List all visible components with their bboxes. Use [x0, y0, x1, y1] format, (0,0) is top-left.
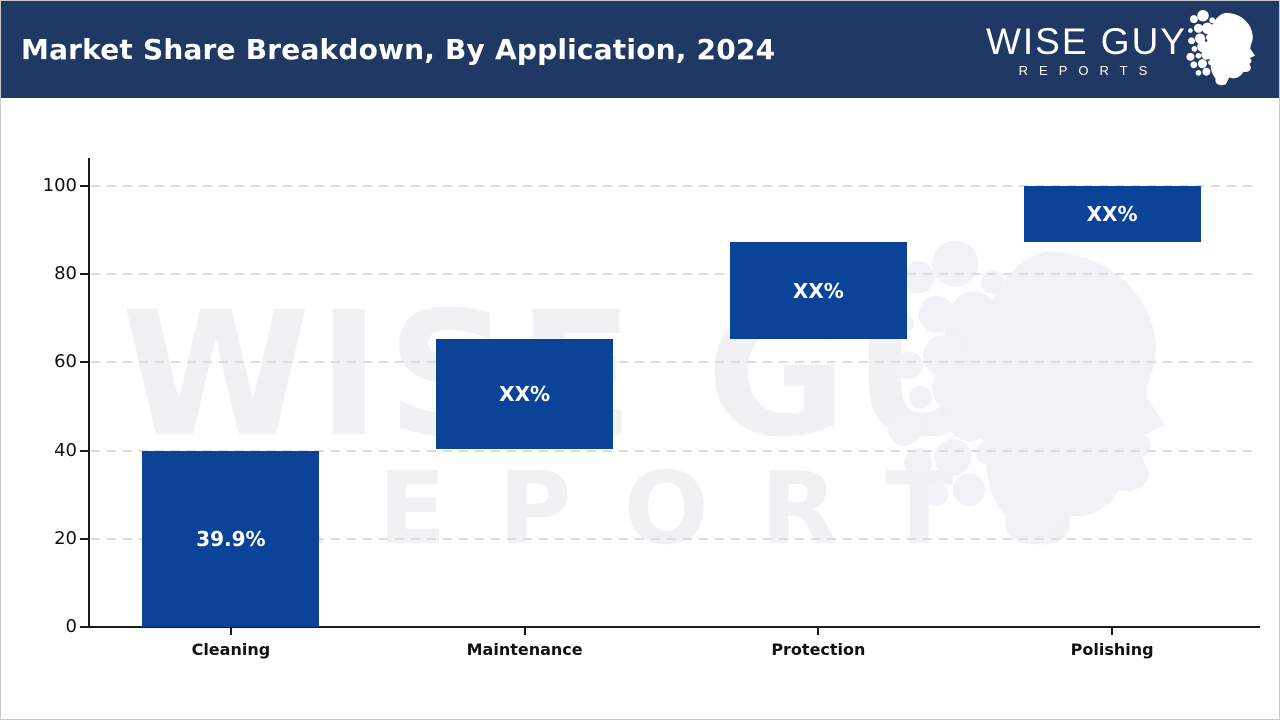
x-tick-mark-maintenance: [523, 628, 526, 635]
y-tick-label-20: 20: [54, 527, 77, 549]
bar-value-label-maintenance: XX%: [499, 382, 551, 407]
x-tick-label-cleaning: Cleaning: [191, 640, 271, 659]
y-tick-mark-0: [80, 626, 88, 628]
y-tick-label-0: 0: [65, 616, 77, 637]
wiseguy-logo-sub: REPORTS: [1018, 62, 1159, 78]
bar-value-label-cleaning: 39.9%: [196, 527, 266, 551]
y-axis-line: [88, 158, 90, 628]
gridline-20: [91, 537, 1259, 540]
bar-protection: XX%: [729, 242, 907, 340]
y-tick-mark-60: [80, 361, 88, 364]
header-bar: Market Share Breakdown, By Application, …: [1, 1, 1279, 98]
bar-polishing: XX%: [1023, 186, 1201, 242]
bar-cleaning: 39.9%: [142, 451, 320, 627]
wiseguy-head-icon: [1186, 10, 1255, 86]
watermark-head-icon: [888, 240, 1166, 544]
y-tick-label-40: 40: [54, 439, 77, 461]
gridline-80: [91, 273, 1259, 276]
chart-title: Market Share Breakdown, By Application, …: [21, 33, 776, 66]
x-tick-label-protection: Protection: [771, 640, 866, 659]
y-tick-mark-20: [80, 537, 88, 540]
wiseguy-logo-text: WISE GUY REPORTS: [986, 23, 1187, 78]
x-tick-mark-cleaning: [229, 628, 232, 635]
y-tick-mark-100: [80, 185, 88, 187]
x-tick-label-maintenance: Maintenance: [466, 640, 583, 659]
y-tick-mark-80: [80, 273, 88, 276]
gridline-100: [91, 185, 1259, 187]
x-tick-mark-polishing: [1111, 628, 1114, 635]
gridline-60: [91, 361, 1259, 364]
bar-value-label-protection: XX%: [792, 278, 844, 303]
x-tick-mark-protection: [817, 628, 820, 635]
y-tick-label-60: 60: [54, 351, 77, 373]
watermark-reports-text: REPORTS: [249, 450, 1130, 567]
bar-value-label-polishing: XX%: [1086, 201, 1138, 226]
x-tick-label-polishing: Polishing: [1070, 640, 1154, 659]
y-tick-label-100: 100: [42, 175, 77, 196]
y-tick-mark-40: [80, 449, 88, 452]
wiseguy-logo-brand: WISE GUY: [985, 20, 1187, 62]
bar-maintenance: XX%: [436, 339, 614, 450]
y-tick-label-80: 80: [54, 263, 77, 285]
x-axis-line: [88, 626, 1260, 628]
gridline-40: [91, 449, 1259, 452]
wiseguy-logo: WISE GUY REPORTS: [986, 9, 1265, 91]
